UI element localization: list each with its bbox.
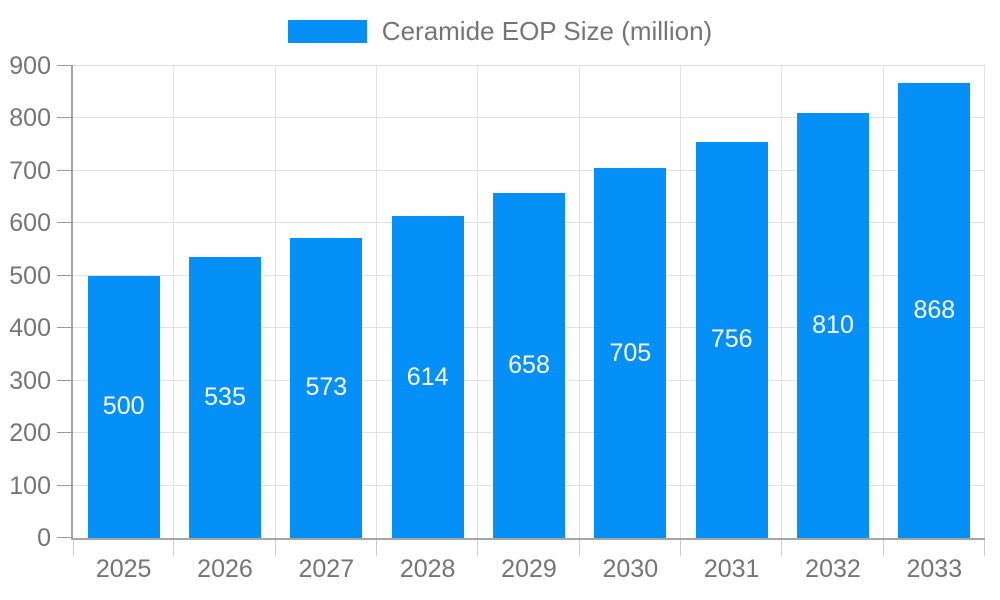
bar-2025: 500: [87, 275, 160, 538]
x-axis-tick: [274, 540, 276, 556]
bar-2030: 705: [594, 168, 667, 538]
gridline-horizontal: [73, 169, 985, 171]
x-axis-tick-label: 2033: [906, 555, 963, 583]
gridline-vertical: [781, 66, 783, 538]
y-axis-tick: [57, 484, 73, 486]
y-axis-tick-label: 800: [9, 104, 51, 133]
gridline-vertical: [578, 66, 580, 538]
bar-2025-label: 500: [102, 392, 145, 421]
x-axis-tick: [477, 540, 479, 556]
x-axis-tick: [882, 540, 884, 556]
gridline-vertical: [680, 66, 681, 538]
x-axis-tick-label: 2027: [298, 555, 355, 583]
y-axis-tick-label: 100: [9, 471, 51, 500]
y-axis-tick: [57, 222, 73, 224]
bar-2032: 810: [797, 113, 869, 538]
y-axis-tick-label: 700: [9, 156, 51, 185]
x-axis-tick-label: 2032: [805, 555, 861, 583]
bar-2031-label: 756: [710, 325, 753, 354]
y-axis-tick: [57, 274, 73, 276]
y-axis-tick-label: 600: [9, 209, 51, 238]
x-axis-tick: [781, 540, 783, 556]
x-axis-tick: [984, 540, 985, 556]
bar-2031: 756: [695, 141, 768, 538]
y-axis-tick-label: 200: [9, 419, 51, 448]
bar-2030-label: 705: [609, 338, 652, 367]
gridline-horizontal: [73, 65, 985, 66]
y-axis-tick: [57, 327, 73, 329]
y-axis-tick-label: 500: [9, 261, 51, 290]
plot-area: 0 100 200 300 400 500 600 700 800 900 500 2025 535 20…: [9, 52, 985, 583]
y-axis-tick-label: 900: [9, 52, 51, 80]
bar-2026: 535: [189, 257, 261, 538]
x-axis-tick-label: 2030: [602, 555, 659, 583]
bar-2028: 614: [391, 216, 464, 538]
x-axis-tick-label: 2029: [501, 555, 557, 583]
bar-2029: 658: [493, 192, 565, 538]
gridline-vertical: [984, 66, 985, 538]
legend-swatch-icon: [287, 20, 367, 43]
bar-2033-label: 868: [913, 295, 956, 324]
gridline-horizontal: [73, 117, 985, 119]
y-axis-tick: [57, 537, 73, 538]
bar-2028-label: 614: [406, 362, 449, 391]
bar-2032-label: 810: [812, 311, 854, 340]
y-axis-tick: [57, 432, 73, 434]
x-axis-tick-label: 2026: [197, 555, 253, 583]
x-axis-tick: [376, 540, 377, 556]
x-axis-tick-label: 2025: [95, 555, 152, 583]
y-axis-tick: [57, 379, 73, 381]
bar-2027: 573: [290, 237, 363, 538]
y-axis-tick-label: 0: [37, 524, 51, 552]
chart-legend: Ceramide EOP Size (million): [0, 16, 1000, 47]
bar-2033: 868: [898, 82, 971, 538]
y-axis-tick-label: 400: [9, 314, 51, 343]
bar-2026-label: 535: [204, 383, 246, 412]
gridline-vertical: [274, 66, 276, 538]
x-axis-tick-label: 2031: [703, 555, 760, 583]
y-axis-tick: [57, 65, 73, 66]
x-axis-tick-label: 2028: [399, 555, 456, 583]
y-axis-tick-label: 300: [9, 366, 51, 395]
gridline-vertical: [477, 66, 479, 538]
x-axis-tick: [680, 540, 681, 556]
x-axis-tick: [578, 540, 580, 556]
gridline-vertical: [173, 66, 175, 538]
y-axis-tick: [57, 117, 73, 119]
bar-2029-label: 658: [508, 350, 550, 379]
bar-2027-label: 573: [305, 373, 348, 402]
y-axis-tick: [57, 169, 73, 171]
x-axis-tick: [173, 540, 175, 556]
gridline-vertical: [882, 66, 884, 538]
gridline-vertical: [376, 66, 377, 538]
legend-label: Ceramide EOP Size (million): [381, 16, 713, 46]
x-axis-tick: [73, 540, 74, 556]
